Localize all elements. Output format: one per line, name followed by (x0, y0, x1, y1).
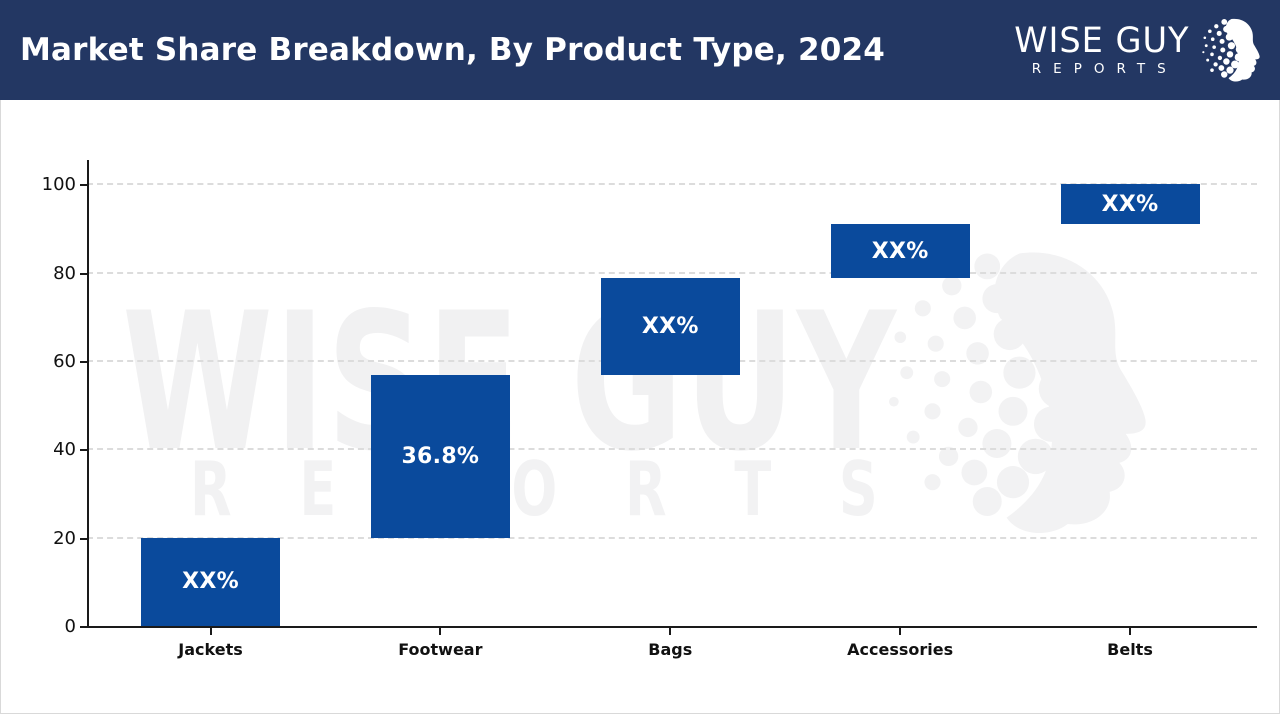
y-tick (80, 184, 87, 187)
x-tick (899, 628, 902, 635)
page-title: Market Share Breakdown, By Product Type,… (20, 32, 886, 68)
x-category-label: Belts (1107, 640, 1153, 659)
y-tick (80, 449, 87, 452)
y-tick (80, 537, 87, 540)
bar-value-label: XX% (871, 238, 929, 264)
y-tick-label: 100 (41, 174, 76, 196)
x-tick (439, 628, 442, 635)
watermark-text-line2: R E P O R T S (190, 445, 903, 533)
y-tick-label: 60 (53, 351, 76, 373)
bar-value-label: XX% (1101, 191, 1159, 217)
bar-value-label: 36.8% (401, 443, 480, 469)
x-category-label: Footwear (398, 640, 483, 659)
bar-value-label: XX% (182, 569, 239, 595)
y-tick (80, 626, 87, 628)
frame-line-bottom (0, 713, 1280, 714)
frame-line-left (0, 100, 1, 714)
y-tick (80, 361, 87, 364)
x-tick (209, 628, 212, 635)
bar-jackets: XX% (141, 537, 280, 626)
y-gridline (87, 183, 1257, 186)
y-gridline (87, 448, 1257, 451)
x-tick (1129, 628, 1131, 635)
x-category-label: Accessories (847, 640, 954, 659)
y-gridline (87, 271, 1257, 274)
bar-belts: XX% (1060, 184, 1200, 225)
y-tick-label: 80 (53, 262, 76, 284)
brand-logo-head-icon (1202, 18, 1260, 82)
y-tick (80, 272, 87, 275)
y-axis-line (87, 160, 89, 628)
watermark-head-icon (889, 252, 1146, 533)
x-category-label: Jackets (178, 640, 243, 659)
x-axis-line (87, 626, 1257, 628)
header-bar: Market Share Breakdown, By Product Type,… (0, 0, 1280, 100)
brand-logo: WISE GUY REPORTS (1014, 6, 1266, 94)
y-tick-label: 40 (53, 439, 76, 461)
x-tick (669, 628, 672, 635)
brand-logo-name: WISE GUY (1014, 20, 1190, 61)
bar-footwear: 36.8% (370, 375, 510, 538)
bar-bags: XX% (600, 278, 740, 376)
y-gridline (87, 536, 1257, 539)
bar-value-label: XX% (641, 314, 699, 340)
bar-accessories: XX% (830, 224, 970, 279)
y-tick-label: 0 (64, 616, 76, 637)
x-category-label: Bags (648, 640, 693, 659)
brand-logo-subname: REPORTS (1031, 61, 1178, 78)
y-tick-label: 20 (53, 527, 76, 549)
